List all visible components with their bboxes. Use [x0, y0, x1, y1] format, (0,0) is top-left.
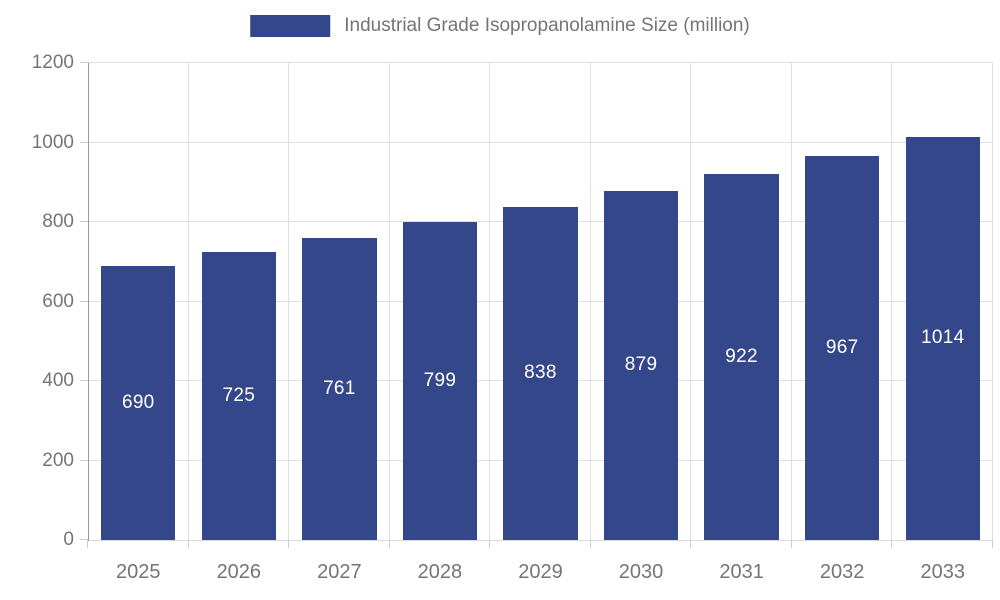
bar-2026[interactable]: 725 [201, 251, 277, 540]
bar-value-label: 879 [624, 354, 658, 376]
bar-value-label: 922 [725, 345, 758, 367]
x-axis-label-2026: 2026 [216, 561, 262, 583]
x-axis-label-2033: 2033 [920, 561, 965, 583]
x-axis-tick [992, 540, 993, 548]
bar-2027[interactable]: 761 [302, 237, 377, 540]
bar-2029[interactable]: 838 [503, 206, 578, 540]
x-axis-label-2028: 2028 [417, 561, 463, 583]
y-axis-tick [80, 141, 88, 143]
x-axis-tick [288, 540, 290, 548]
y-axis-label: 400 [42, 370, 74, 391]
x-axis-tick [690, 540, 692, 548]
y-axis-label: 600 [42, 290, 74, 312]
bar-value-label: 761 [323, 377, 356, 399]
bar-value-label: 725 [222, 384, 256, 406]
gridline-vertical [690, 63, 692, 540]
x-axis-label-2031: 2031 [719, 561, 764, 583]
legend-label: Industrial Grade Isopropanolamine Size (… [344, 15, 750, 36]
bar-2031[interactable]: 922 [704, 173, 779, 540]
gridline-vertical [489, 63, 491, 540]
bar-2032[interactable]: 967 [804, 155, 880, 540]
bar-2030[interactable]: 879 [603, 190, 679, 540]
x-axis-label-2025: 2025 [116, 561, 161, 583]
x-axis-label-2029: 2029 [518, 561, 563, 583]
gridline-vertical [187, 63, 189, 540]
x-axis-tick [589, 540, 591, 548]
gridline-horizontal [88, 62, 993, 63]
x-axis-label-2030: 2030 [618, 561, 664, 583]
x-axis-tick [790, 540, 792, 548]
y-axis-label: 1000 [31, 131, 74, 153]
bar-2025[interactable]: 690 [101, 265, 176, 540]
y-axis-tick [80, 221, 88, 222]
legend-swatch [250, 15, 331, 37]
y-axis-tick [80, 539, 88, 540]
y-axis-tick [80, 300, 88, 302]
bar-value-label: 799 [423, 370, 457, 392]
y-axis-label: 0 [63, 529, 74, 550]
y-axis-line [88, 63, 89, 541]
bar-2028[interactable]: 799 [402, 222, 478, 540]
x-axis-line [88, 540, 993, 541]
bar-value-label: 690 [121, 391, 155, 413]
gridline-vertical [891, 63, 893, 540]
y-axis-tick [80, 459, 88, 461]
x-axis-tick [891, 540, 893, 548]
x-axis-tick [187, 540, 189, 548]
x-axis-label-2032: 2032 [819, 561, 865, 583]
legend[interactable]: Industrial Grade Isopropanolamine Size (… [250, 14, 750, 38]
bar-value-label: 967 [825, 336, 859, 358]
gridline-horizontal [88, 141, 993, 143]
y-axis-label: 200 [42, 449, 74, 471]
y-axis-label: 1200 [31, 52, 74, 73]
y-axis-tick [80, 380, 88, 381]
x-axis-label-2027: 2027 [317, 561, 362, 583]
gridline-vertical [589, 63, 591, 540]
x-axis-tick [388, 540, 390, 548]
y-axis-tick [80, 62, 88, 63]
bar-2033[interactable]: 1014 [905, 136, 980, 540]
bar-value-label: 838 [524, 362, 557, 384]
x-axis-tick [489, 540, 491, 548]
gridline-vertical [288, 63, 290, 540]
gridline-vertical [790, 63, 792, 540]
bar-value-label: 1014 [920, 327, 965, 349]
x-axis-tick [87, 540, 88, 548]
gridline-vertical [388, 63, 390, 540]
y-axis-label: 800 [42, 211, 74, 232]
gridline-vertical [992, 63, 993, 540]
